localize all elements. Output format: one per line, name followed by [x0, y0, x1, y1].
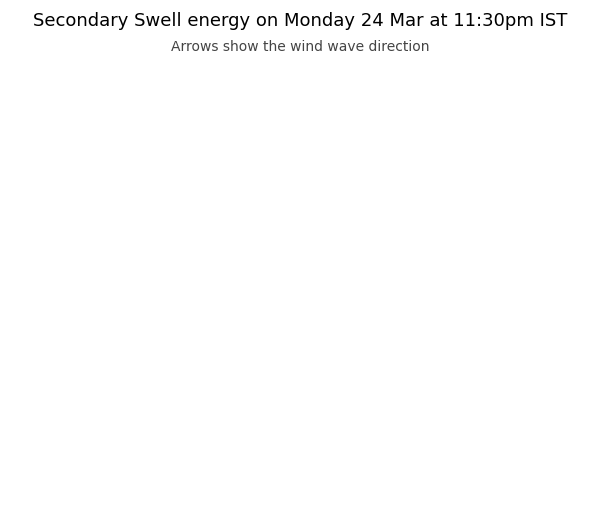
- Text: Arrows show the wind wave direction: Arrows show the wind wave direction: [171, 40, 430, 54]
- Text: Secondary Swell energy on Monday 24 Mar at 11:30pm IST: Secondary Swell energy on Monday 24 Mar …: [33, 12, 568, 30]
